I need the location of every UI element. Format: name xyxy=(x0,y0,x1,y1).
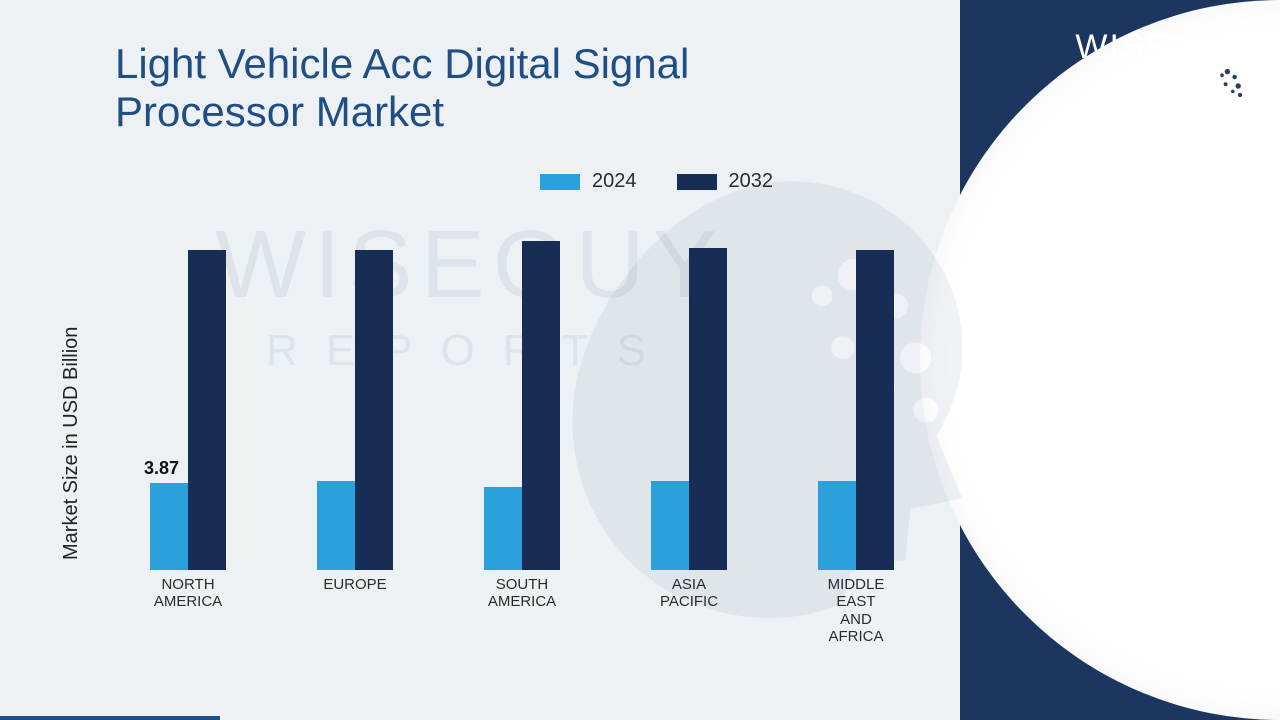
legend-item-2032: 2032 xyxy=(677,170,774,193)
brand-logo: WISEGUY REPORTS xyxy=(1075,28,1250,82)
legend-label-2032: 2032 xyxy=(729,170,774,193)
y-axis-label: Market Size in USD Billion xyxy=(60,327,83,560)
bottom-accent-strip xyxy=(0,716,220,720)
bar xyxy=(484,487,522,570)
bar xyxy=(317,481,355,570)
bar xyxy=(355,250,393,570)
legend-swatch-2032 xyxy=(677,174,717,190)
x-tick-label: SOUTHAMERICA xyxy=(442,576,602,594)
legend-label-2024: 2024 xyxy=(592,170,637,193)
bar-group xyxy=(818,250,894,570)
bar xyxy=(651,481,689,570)
x-tick-label: EUROPE xyxy=(275,576,435,594)
x-tick-label: NORTHAMERICA xyxy=(108,576,268,594)
bar xyxy=(522,241,560,570)
bar xyxy=(689,248,727,570)
chart-area: NORTHAMERICA3.87EUROPESOUTHAMERICAASIAPA… xyxy=(100,210,935,570)
x-tick-label: MIDDLEEASTANDAFRICA xyxy=(776,576,936,594)
bar-value-label: 3.87 xyxy=(144,458,179,479)
bar xyxy=(188,250,226,570)
page-root: WISEGUY REPORTS Light Vehicle Acc Digita… xyxy=(0,0,1280,720)
chart-title: Light Vehicle Acc Digital Signal Process… xyxy=(115,40,875,137)
legend: 2024 2032 xyxy=(540,170,773,193)
legend-swatch-2024 xyxy=(540,174,580,190)
x-tick-label: ASIAPACIFIC xyxy=(609,576,769,594)
bar xyxy=(150,483,188,570)
bar-group xyxy=(150,250,226,570)
bar-group xyxy=(651,248,727,570)
brand-word-1: WISE xyxy=(1075,28,1170,66)
bar-group xyxy=(317,250,393,570)
legend-item-2024: 2024 xyxy=(540,170,637,193)
plot-area: NORTHAMERICA3.87EUROPESOUTHAMERICAASIAPA… xyxy=(100,210,935,570)
bar xyxy=(818,481,856,570)
bar-group xyxy=(484,241,560,570)
head-icon xyxy=(1168,50,1258,140)
bar xyxy=(856,250,894,570)
